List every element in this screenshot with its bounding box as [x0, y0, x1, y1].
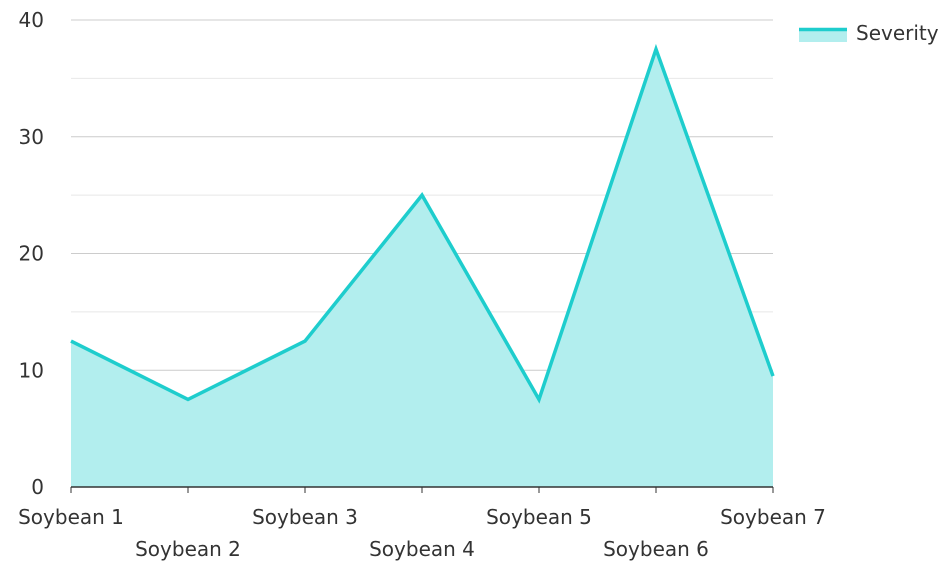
y-tick-label: 30 [19, 125, 44, 149]
y-tick-label: 20 [19, 242, 44, 266]
axes [70, 486, 774, 493]
x-tick-label: Soybean 1 [18, 505, 124, 529]
x-tick-label: Soybean 7 [720, 505, 826, 529]
x-tick-label: Soybean 6 [603, 537, 709, 561]
y-tick-label: 0 [31, 475, 44, 499]
series-area-layer [70, 43, 775, 487]
x-tick-label: Soybean 4 [369, 537, 475, 561]
x-tick-label: Soybean 5 [486, 505, 592, 529]
x-tick-label: Soybean 2 [135, 537, 241, 561]
x-tick-label: Soybean 3 [252, 505, 358, 529]
y-tick-label: 10 [19, 358, 44, 382]
legend: Severity [799, 21, 939, 45]
y-axis-tick-labels: 0 10 20 30 40 [19, 8, 44, 499]
series-area-fill [71, 49, 773, 487]
y-tick-label: 40 [19, 8, 44, 32]
x-axis-tick-labels: Soybean 1 Soybean 2 Soybean 3 Soybean 4 Soyb… [18, 505, 826, 561]
legend-label: Severity [856, 21, 939, 45]
legend-swatch-fill [799, 28, 847, 42]
